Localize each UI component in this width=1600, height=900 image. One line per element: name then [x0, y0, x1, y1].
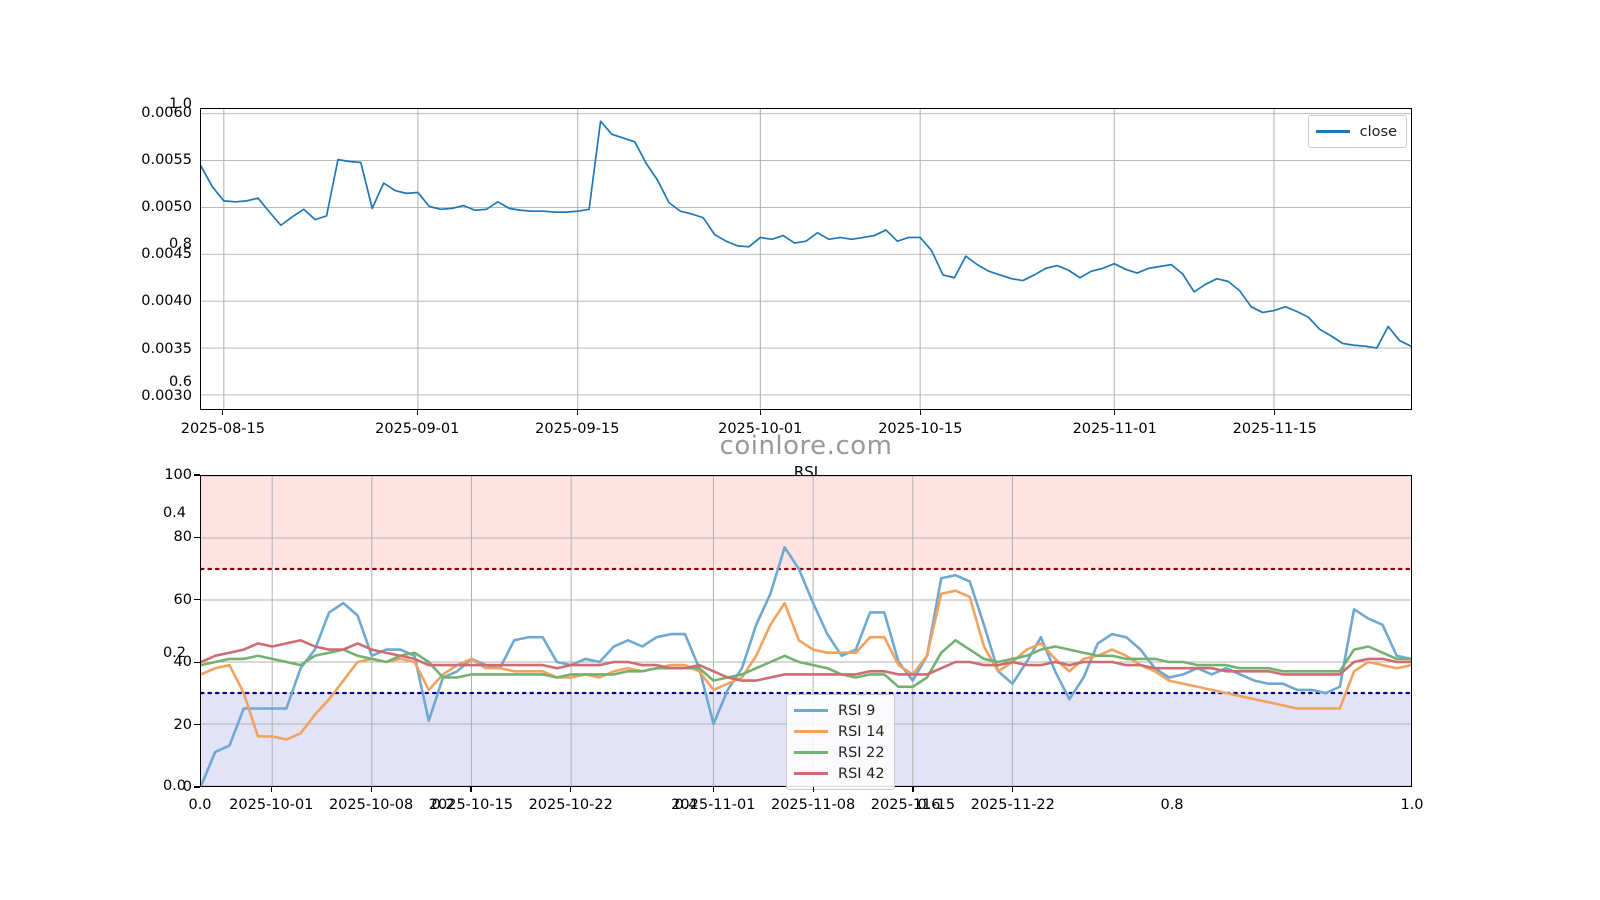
- price-chart-panel: close: [200, 108, 1412, 410]
- rsi-x-tick-label: 2025-11-22: [970, 797, 1055, 813]
- rsi-y-tick-mark: [194, 599, 200, 601]
- rsi-x-tick-label: 2025-10-08: [328, 797, 414, 813]
- rsi-x-ghost-tick-label: 0.4: [674, 797, 698, 813]
- rsi-y-ghost-tick-label: 0.4: [162, 505, 186, 521]
- price-x-tick-label: 2025-11-01: [1072, 421, 1157, 437]
- rsi-x-tick-mark: [712, 787, 714, 792]
- legend-swatch-icon: [794, 751, 828, 754]
- legend-swatch-icon: [794, 730, 828, 733]
- price-x-tick-label: 2025-08-15: [180, 421, 265, 437]
- legend-item-rsi: RSI 22: [794, 742, 885, 763]
- price-x-tick-mark: [1114, 410, 1116, 415]
- rsi-y-ghost-tick-label: 0.0: [162, 778, 186, 794]
- rsi-x-ghost-tick-label: 0.2: [431, 797, 455, 813]
- rsi-y-tick-label: 40: [173, 654, 192, 671]
- rsi-x-tick-mark: [470, 787, 472, 792]
- rsi-y-tick-mark: [194, 724, 200, 726]
- rsi-y-tick-mark: [194, 474, 200, 476]
- rsi-y-tick-label: 0: [182, 779, 192, 795]
- price-x-tick-label: 2025-10-01: [718, 421, 803, 437]
- price-x-tick-label: 2025-09-15: [535, 421, 620, 437]
- rsi-x-tick-label: 2025-11-08: [770, 797, 856, 813]
- rsi-x-tick-label: 2025-10-15: [428, 797, 514, 813]
- rsi-legend: RSI 9 RSI 14 RSI 22 RSI 42: [786, 694, 895, 790]
- rsi-y-tick-label: 20: [173, 716, 192, 733]
- price-x-tick-mark: [1274, 410, 1276, 415]
- rsi-y-tick-mark: [194, 536, 200, 538]
- legend-item-rsi: RSI 42: [794, 763, 885, 784]
- price-y-tick-label: 0.0030: [141, 387, 192, 404]
- price-y-tick-label: 0.0060: [141, 104, 192, 121]
- price-plot-area: [201, 109, 1411, 409]
- legend-label: RSI 9: [838, 702, 876, 719]
- legend-item-close: close: [1315, 121, 1397, 142]
- rsi-x-ghost-tick-label: 0.6: [917, 797, 941, 813]
- price-y-tick-label: 0.0045: [141, 246, 192, 263]
- rsi-x-tick-label: 2025-10-01: [229, 797, 314, 813]
- watermark: coinlore.com: [719, 431, 893, 461]
- rsi-x-tick-mark: [270, 787, 272, 792]
- rsi-y-tick-label: 60: [173, 591, 192, 608]
- legend-label: RSI 14: [838, 723, 885, 740]
- rsi-x-tick-mark: [570, 787, 572, 792]
- price-x-tick-mark: [919, 410, 921, 415]
- rsi-y-tick-mark: [194, 786, 200, 788]
- price-x-tick-label: 2025-09-01: [375, 421, 460, 437]
- rsi-chart-panel: RSI 9 RSI 14 RSI 22 RSI 42: [200, 475, 1412, 790]
- rsi-y-tick-mark: [194, 661, 200, 663]
- legend-label: RSI 42: [838, 765, 885, 782]
- rsi-x-ghost-tick-label: 1.0: [1400, 797, 1424, 813]
- legend-label: close: [1359, 123, 1397, 140]
- rsi-y-ghost-tick-label: 0.2: [162, 645, 186, 661]
- price-x-tick-mark: [222, 410, 224, 415]
- price-legend: close: [1307, 115, 1407, 148]
- legend-item-rsi: RSI 9: [794, 700, 885, 721]
- rsi-x-tick-mark: [812, 787, 814, 792]
- price-x-tick-label: 2025-11-15: [1232, 421, 1317, 437]
- price-y-tick-label: 0.0050: [141, 199, 192, 216]
- price-x-tick-label: 2025-10-15: [878, 421, 963, 437]
- price-y-ghost-tick-label: 0.6: [168, 374, 192, 390]
- rsi-x-ghost-tick-label: 0.8: [1160, 797, 1184, 813]
- rsi-y-tick-label: 80: [173, 529, 192, 546]
- legend-label: RSI 22: [838, 744, 885, 761]
- rsi-x-tick-label: 2025-11-01: [671, 797, 756, 813]
- legend-swatch-icon: [1315, 130, 1350, 133]
- legend-item-rsi: RSI 14: [794, 721, 885, 742]
- price-y-ghost-tick-label: 1.0: [168, 96, 192, 112]
- rsi-x-ghost-tick-label: 0.0: [188, 797, 212, 813]
- price-y-tick-label: 0.0040: [141, 293, 192, 310]
- price-x-tick-mark: [416, 410, 418, 415]
- rsi-x-tick-label: 2025-10-22: [528, 797, 613, 813]
- price-x-tick-mark: [759, 410, 761, 415]
- price-y-ghost-tick-label: 0.8: [168, 236, 192, 252]
- rsi-x-tick-mark: [1012, 787, 1014, 792]
- price-y-tick-label: 0.0035: [141, 340, 192, 357]
- price-x-tick-mark: [576, 410, 578, 415]
- rsi-x-tick-mark: [370, 787, 372, 792]
- legend-swatch-icon: [794, 772, 828, 775]
- legend-swatch-icon: [794, 709, 828, 712]
- rsi-y-tick-label: 100: [164, 467, 192, 483]
- rsi-x-tick-label: 2025-11-15: [870, 797, 956, 813]
- rsi-x-tick-mark: [912, 787, 914, 792]
- price-y-tick-label: 0.0055: [141, 151, 192, 168]
